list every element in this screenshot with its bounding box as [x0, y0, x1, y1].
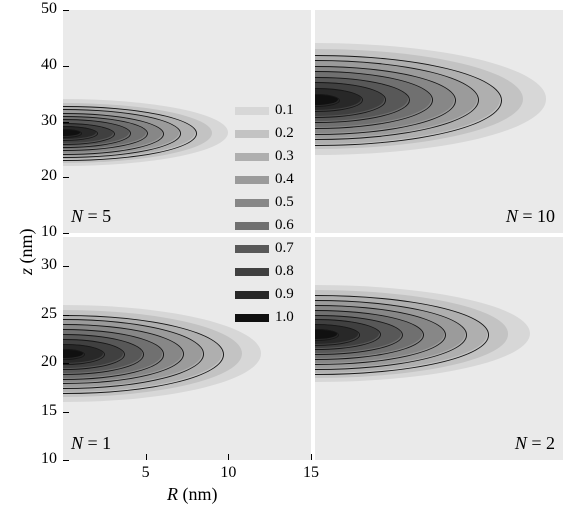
legend-swatch — [235, 130, 269, 138]
legend-swatch — [235, 268, 269, 276]
x-tick — [146, 454, 147, 460]
y-tick — [63, 412, 69, 413]
y-tick — [63, 460, 69, 461]
y-tick-label: 25 — [31, 305, 57, 323]
y-tick-label: 30 — [31, 112, 57, 130]
y-tick — [63, 177, 69, 178]
legend-value: 0.6 — [275, 217, 294, 234]
y-tick — [63, 66, 69, 67]
legend-value: 0.4 — [275, 171, 294, 188]
legend-swatch — [235, 222, 269, 230]
panel-label-top_left: N = 5 — [71, 206, 111, 227]
legend-row: 0.5 — [235, 196, 315, 210]
legend-value: 0.8 — [275, 263, 294, 280]
legend-row: 0.7 — [235, 242, 315, 256]
y-tick-label: 15 — [31, 402, 57, 420]
legend-swatch — [235, 107, 269, 115]
legend-row: 0.3 — [235, 150, 315, 164]
legend-value: 0.2 — [275, 125, 294, 142]
legend-swatch — [235, 153, 269, 161]
legend-row: 0.4 — [235, 173, 315, 187]
y-tick-label: 20 — [31, 353, 57, 371]
y-tick — [63, 315, 69, 316]
x-tick-label: 5 — [131, 464, 161, 482]
panel-bottom_right: N = 2 — [315, 237, 563, 460]
y-tick-label: 40 — [31, 56, 57, 74]
legend-swatch — [235, 245, 269, 253]
legend-value: 0.1 — [275, 102, 294, 119]
y-tick-label: 10 — [31, 450, 57, 468]
y-tick — [63, 10, 69, 11]
y-tick-label: 50 — [31, 0, 57, 18]
y-tick — [63, 122, 69, 123]
panel-top_right: N = 10 — [315, 10, 563, 233]
legend-swatch — [235, 291, 269, 299]
y-tick — [63, 363, 69, 364]
x-tick — [228, 454, 229, 460]
legend-value: 1.0 — [275, 309, 294, 326]
legend-value: 0.5 — [275, 194, 294, 211]
legend-swatch — [235, 199, 269, 207]
legend-row: 1.0 — [235, 311, 315, 325]
x-tick-label: 10 — [213, 464, 243, 482]
panel-label-bottom_left: N = 1 — [71, 433, 111, 454]
y-tick-label: 20 — [31, 167, 57, 185]
legend-value: 0.3 — [275, 148, 294, 165]
legend-row: 0.8 — [235, 265, 315, 279]
x-tick — [311, 454, 312, 460]
legend-row: 0.6 — [235, 219, 315, 233]
panel-label-bottom_right: N = 2 — [515, 433, 555, 454]
figure-stage: N = 5N = 10N = 1N = 21020304050101520253… — [0, 0, 582, 512]
legend-row: 0.9 — [235, 288, 315, 302]
x-tick-label: 15 — [296, 464, 326, 482]
legend-value: 0.9 — [275, 286, 294, 303]
x-axis-label: R (nm) — [167, 484, 218, 505]
legend-swatch — [235, 314, 269, 322]
y-tick — [63, 266, 69, 267]
panel-label-top_right: N = 10 — [506, 206, 555, 227]
legend-value: 0.7 — [275, 240, 294, 257]
legend-swatch — [235, 176, 269, 184]
legend-row: 0.1 — [235, 104, 315, 118]
y-axis-label: z (nm) — [16, 228, 37, 275]
y-tick — [63, 233, 69, 234]
legend-row: 0.2 — [235, 127, 315, 141]
